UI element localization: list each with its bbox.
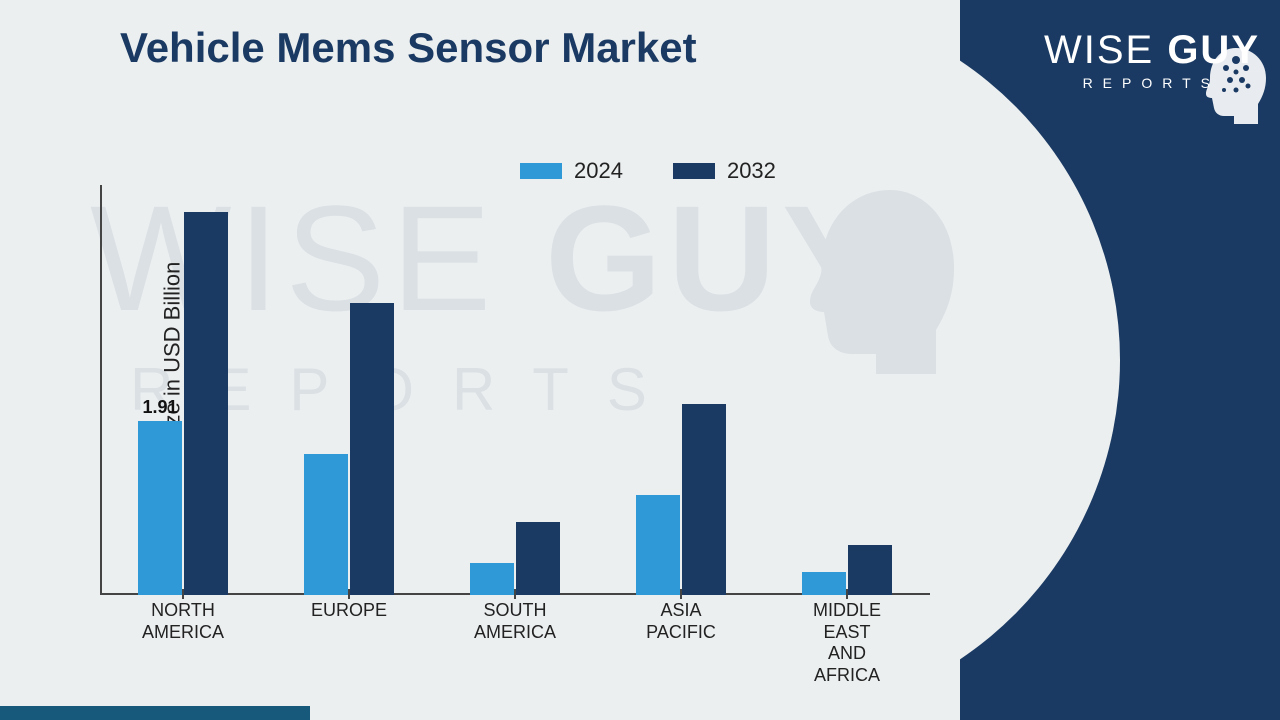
bar-2032 [350,303,394,595]
x-tick [348,589,350,599]
chart-area: Market Size in USD Billion 1.91 [100,185,930,595]
chart-title: Vehicle Mems Sensor Market [120,24,697,72]
x-axis-label: ASIAPACIFIC [598,600,764,686]
x-axis-label: NORTHAMERICA [100,600,266,686]
x-axis-label: EUROPE [266,600,432,686]
bottom-accent-bar [0,706,310,720]
bar-2032 [682,404,726,595]
bar-2024 [636,495,680,595]
bar-2024 [304,454,348,595]
legend: 2024 2032 [520,158,776,184]
x-tick [680,589,682,599]
bar-2024: 1.91 [138,421,182,595]
bar-group: 1.91 [100,185,266,595]
bar-2024 [470,563,514,595]
legend-label-2032: 2032 [727,158,776,184]
bar-groups: 1.91 [100,185,930,595]
bar-2032 [184,212,228,595]
head-icon [1206,46,1266,126]
bar-group [598,185,764,595]
legend-item-2032: 2032 [673,158,776,184]
legend-label-2024: 2024 [574,158,623,184]
x-tick [846,589,848,599]
legend-item-2024: 2024 [520,158,623,184]
bar-2032 [516,522,560,595]
bar-2032 [848,545,892,595]
x-tick [514,589,516,599]
legend-swatch-2024 [520,163,562,179]
x-axis-labels: NORTHAMERICAEUROPESOUTHAMERICAASIAPACIFI… [100,600,930,686]
bar-2024 [802,572,846,595]
x-axis-label: MIDDLEEASTANDAFRICA [764,600,930,686]
brand-logo: WISE GUY REPORTS [980,28,1260,91]
bar-group [764,185,930,595]
bar-value-label: 1.91 [142,397,177,418]
x-axis-label: SOUTHAMERICA [432,600,598,686]
x-tick [182,589,184,599]
bar-group [266,185,432,595]
logo-text-light: WISE [1044,28,1167,72]
bar-group [432,185,598,595]
legend-swatch-2032 [673,163,715,179]
